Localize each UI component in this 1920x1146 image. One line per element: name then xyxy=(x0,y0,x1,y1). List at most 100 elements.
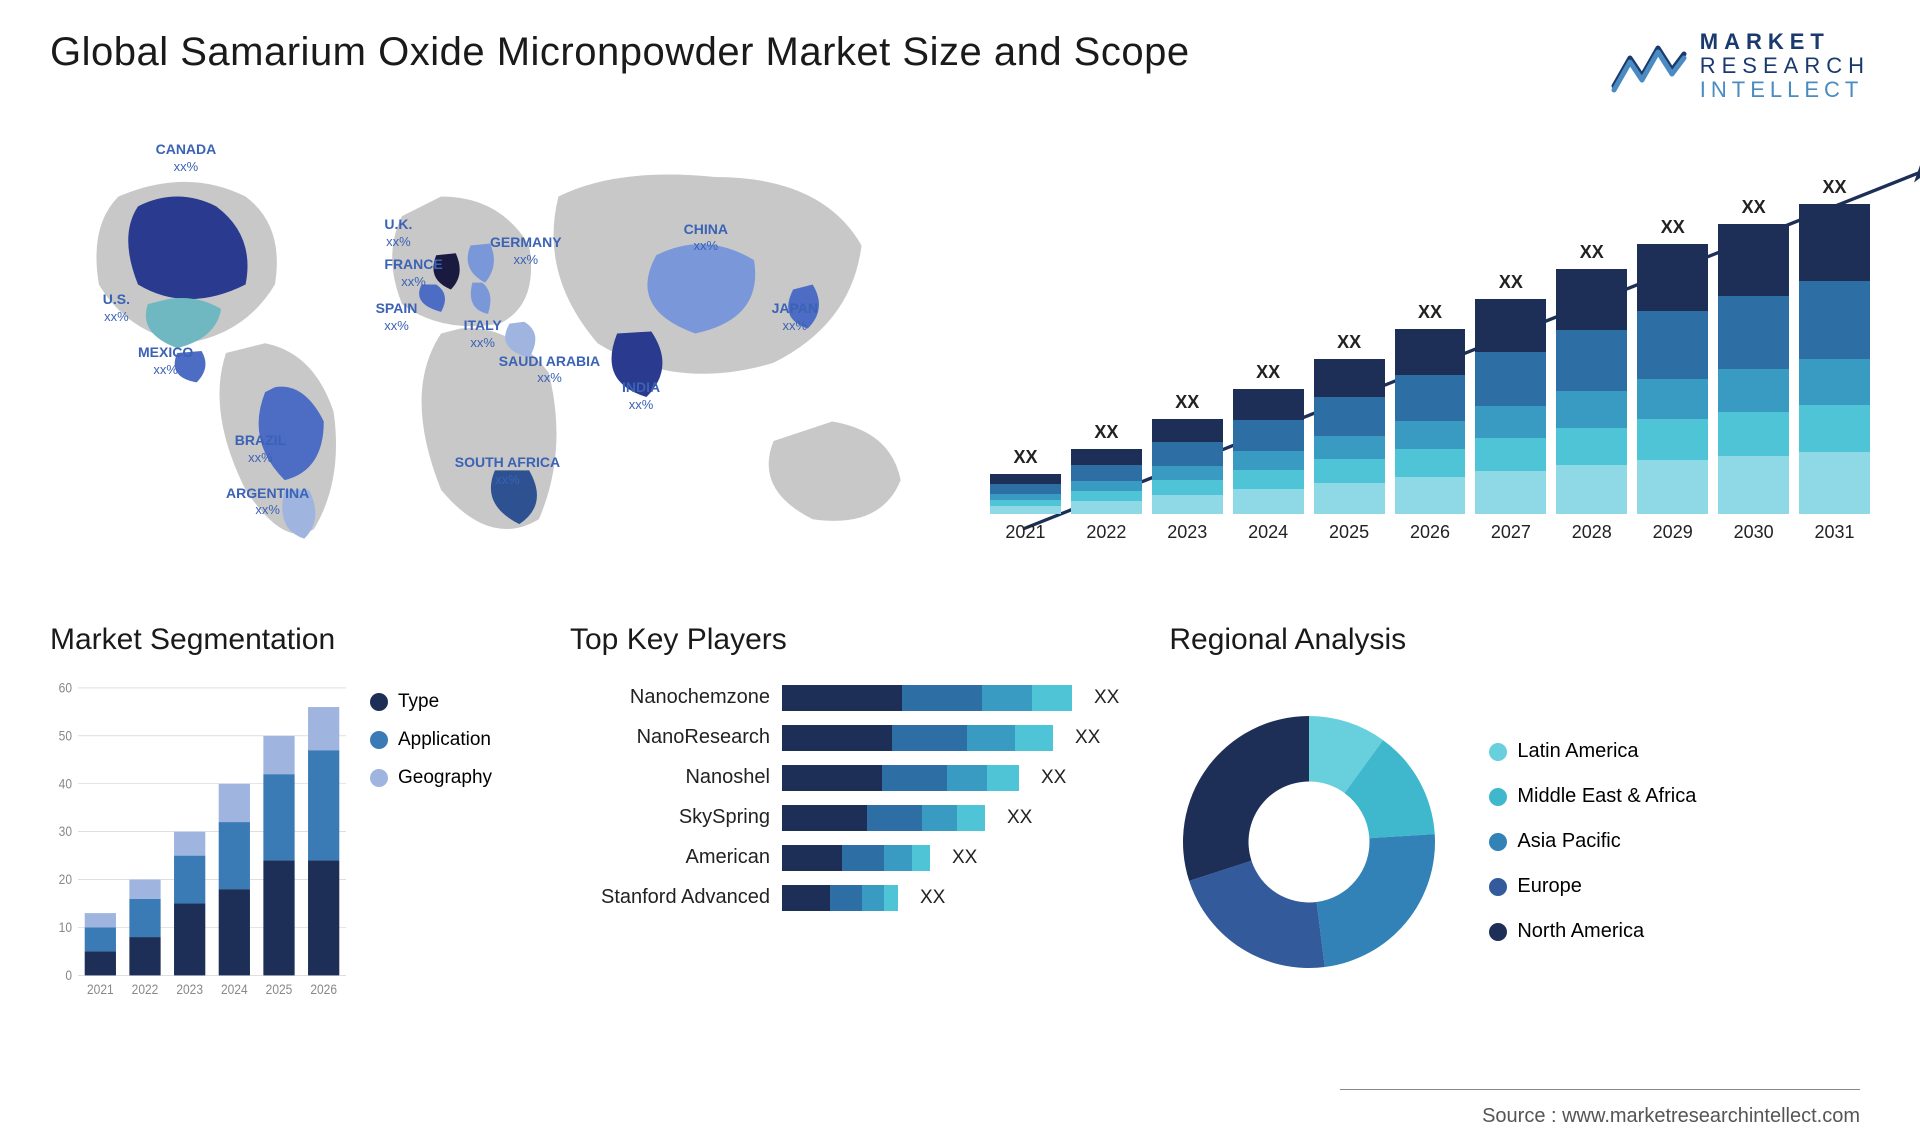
growth-bar-value: XX xyxy=(1580,242,1604,263)
svg-text:2025: 2025 xyxy=(266,981,293,997)
player-name: Nanochemzone xyxy=(570,686,770,709)
segmentation-title: Market Segmentation xyxy=(50,623,520,657)
player-bar xyxy=(782,685,1072,711)
growth-bar-2027: XX 2027 xyxy=(1475,272,1546,543)
growth-bar-2031: XX2031 xyxy=(1799,177,1870,543)
growth-bar-2023: XX 2023 xyxy=(1152,392,1223,543)
donut-slice xyxy=(1190,860,1326,967)
player-bar xyxy=(782,845,930,871)
svg-text:10: 10 xyxy=(59,919,72,935)
svg-text:0: 0 xyxy=(65,967,72,983)
map-label-u-k-: U.K.xx% xyxy=(384,216,412,250)
growth-bar-value: XX xyxy=(1013,447,1037,468)
growth-bar-year: 2021 xyxy=(1005,522,1045,543)
svg-text:60: 60 xyxy=(59,681,72,696)
seg-legend-item: Type xyxy=(370,691,520,713)
player-bar xyxy=(782,805,985,831)
map-label-india: INDIAxx% xyxy=(622,379,660,413)
regional-legend-item: North America xyxy=(1489,920,1696,943)
regional-legend-item: Latin America xyxy=(1489,740,1696,763)
key-players-panel: Top Key Players NanochemzoneXXNanoResear… xyxy=(570,623,1119,1003)
segmentation-chart: 0102030405060202120222023202420252026 xyxy=(50,681,350,1003)
growth-bar-value: XX xyxy=(1661,217,1685,238)
svg-text:2026: 2026 xyxy=(310,981,337,997)
growth-bar-value: XX xyxy=(1418,302,1442,323)
player-value: XX xyxy=(1075,727,1100,749)
regional-legend: Latin America Middle East & Africa Asia Pa… xyxy=(1489,740,1696,943)
map-label-saudi-arabia: SAUDI ARABIAxx% xyxy=(499,353,600,387)
player-value: XX xyxy=(952,847,977,869)
logo-icon xyxy=(1610,36,1688,96)
key-players-title: Top Key Players xyxy=(570,623,1119,657)
player-value: XX xyxy=(920,887,945,909)
growth-bar-year: 2028 xyxy=(1572,522,1612,543)
donut-slice xyxy=(1183,716,1309,881)
regional-legend-item: Asia Pacific xyxy=(1489,830,1696,853)
svg-text:40: 40 xyxy=(59,775,72,791)
growth-bar-value: XX xyxy=(1499,272,1523,293)
map-label-south-africa: SOUTH AFRICAxx% xyxy=(455,454,560,488)
player-row: Stanford Advanced XX xyxy=(570,885,1119,911)
player-bar xyxy=(782,885,898,911)
seg-legend-item: Geography xyxy=(370,767,520,789)
player-row: NanochemzoneXX xyxy=(570,685,1119,711)
growth-bar-year: 2023 xyxy=(1167,522,1207,543)
regional-legend-item: Middle East & Africa xyxy=(1489,785,1696,808)
growth-bar-2024: XX2024 xyxy=(1233,362,1304,543)
player-name: NanoResearch xyxy=(570,726,770,749)
brand-logo: MARKET RESEARCH INTELLECT xyxy=(1610,30,1870,103)
map-label-mexico: MEXICOxx% xyxy=(138,344,193,378)
player-name: SkySpring xyxy=(570,806,770,829)
growth-bar-2025: XX 2025 xyxy=(1314,332,1385,543)
svg-text:2021: 2021 xyxy=(87,981,114,997)
growth-bar-2028: XX 2028 xyxy=(1556,242,1627,543)
source-divider xyxy=(1340,1089,1860,1090)
logo-text-3: INTELLECT xyxy=(1700,78,1870,102)
regional-donut xyxy=(1169,702,1449,982)
growth-bar-value: XX xyxy=(1742,197,1766,218)
growth-bar-year: 2030 xyxy=(1734,522,1774,543)
growth-bar-2029: XX2029 xyxy=(1637,217,1708,543)
page-title: Global Samarium Oxide Micronpowder Marke… xyxy=(50,30,1190,75)
growth-bar-value: XX xyxy=(1094,422,1118,443)
map-label-brazil: BRAZILxx% xyxy=(235,432,286,466)
player-bar xyxy=(782,725,1053,751)
map-label-japan: JAPANxx% xyxy=(772,300,818,334)
player-name: American xyxy=(570,846,770,869)
growth-bar-year: 2022 xyxy=(1086,522,1126,543)
player-bar xyxy=(782,765,1019,791)
growth-bar-2030: XX 2030 xyxy=(1718,197,1789,543)
map-label-u-s-: U.S.xx% xyxy=(103,291,130,325)
growth-bar-year: 2025 xyxy=(1329,522,1369,543)
svg-text:20: 20 xyxy=(59,871,72,887)
growth-bar-2026: XX 2026 xyxy=(1395,302,1466,543)
player-value: XX xyxy=(1007,807,1032,829)
logo-text-2: RESEARCH xyxy=(1700,54,1870,78)
donut-slice xyxy=(1317,834,1435,967)
growth-bar-2021: XX 2021 xyxy=(990,447,1061,543)
map-label-canada: CANADAxx% xyxy=(156,141,217,175)
player-name: Stanford Advanced xyxy=(570,886,770,909)
growth-bar-2022: XX 2022 xyxy=(1071,422,1142,543)
svg-text:2024: 2024 xyxy=(221,981,248,997)
segmentation-legend: Type Application Geography xyxy=(370,681,520,1003)
regional-title: Regional Analysis xyxy=(1169,623,1870,657)
growth-bar-value: XX xyxy=(1175,392,1199,413)
growth-bar-value: XX xyxy=(1337,332,1361,353)
player-row: NanoshelXX xyxy=(570,765,1119,791)
source-attribution: Source : www.marketresearchintellect.com xyxy=(1482,1105,1860,1128)
map-label-italy: ITALYxx% xyxy=(464,317,502,351)
logo-text-1: MARKET xyxy=(1700,30,1870,54)
player-row: American XX xyxy=(570,845,1119,871)
svg-text:30: 30 xyxy=(59,823,72,839)
world-map-panel: CANADAxx%U.S.xx%MEXICOxx%BRAZILxx%ARGENT… xyxy=(50,133,930,573)
svg-text:50: 50 xyxy=(59,727,72,743)
growth-bar-year: 2027 xyxy=(1491,522,1531,543)
growth-bar-year: 2026 xyxy=(1410,522,1450,543)
map-label-china: CHINAxx% xyxy=(684,221,728,255)
player-row: SkySpring XX xyxy=(570,805,1119,831)
svg-text:2023: 2023 xyxy=(176,981,203,997)
growth-bar-year: 2024 xyxy=(1248,522,1288,543)
regional-legend-item: Europe xyxy=(1489,875,1696,898)
seg-legend-item: Application xyxy=(370,729,520,751)
